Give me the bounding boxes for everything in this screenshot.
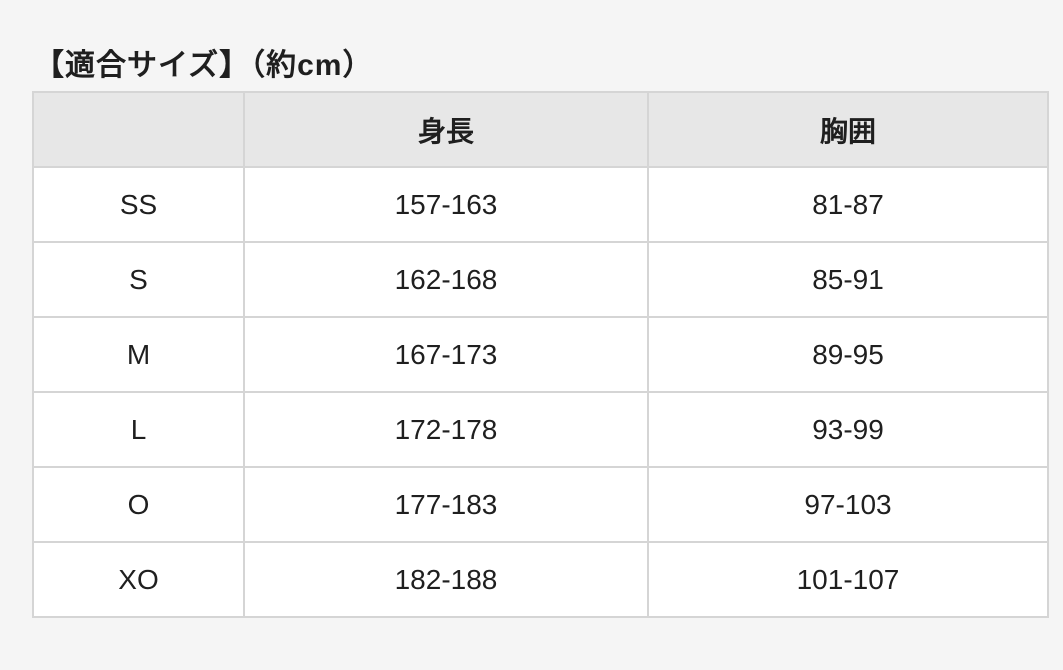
chest-cell: 93-99	[647, 391, 1049, 468]
table-row: O 177-183 97-103	[32, 466, 1049, 543]
size-table-head: 身長 胸囲	[32, 91, 1049, 168]
size-table: 身長 胸囲 SS 157-163 81-87 S 162-168 85-91 M 167-17…	[32, 91, 1049, 618]
table-row: L 172-178 93-99	[32, 391, 1049, 468]
height-cell: 157-163	[243, 166, 649, 243]
table-row: SS 157-163 81-87	[32, 166, 1049, 243]
header-row: 身長 胸囲	[32, 91, 1049, 168]
height-cell: 182-188	[243, 541, 649, 618]
size-cell: S	[32, 241, 245, 318]
height-cell: 172-178	[243, 391, 649, 468]
chest-cell: 89-95	[647, 316, 1049, 393]
table-row: XO 182-188 101-107	[32, 541, 1049, 618]
chest-cell: 101-107	[647, 541, 1049, 618]
chest-cell: 81-87	[647, 166, 1049, 243]
header-cell-height: 身長	[243, 91, 649, 168]
size-chart-title: 【適合サイズ】（約cm）	[34, 49, 374, 82]
table-row: S 162-168 85-91	[32, 241, 1049, 318]
size-cell: SS	[32, 166, 245, 243]
chest-cell: 85-91	[647, 241, 1049, 318]
chest-cell: 97-103	[647, 466, 1049, 543]
height-cell: 177-183	[243, 466, 649, 543]
size-table-body: SS 157-163 81-87 S 162-168 85-91 M 167-173 89-95…	[32, 166, 1049, 618]
size-cell: M	[32, 316, 245, 393]
size-cell: XO	[32, 541, 245, 618]
height-cell: 162-168	[243, 241, 649, 318]
size-cell: O	[32, 466, 245, 543]
height-cell: 167-173	[243, 316, 649, 393]
header-cell-chest: 胸囲	[647, 91, 1049, 168]
size-cell: L	[32, 391, 245, 468]
table-row: M 167-173 89-95	[32, 316, 1049, 393]
header-cell-size	[32, 91, 245, 168]
